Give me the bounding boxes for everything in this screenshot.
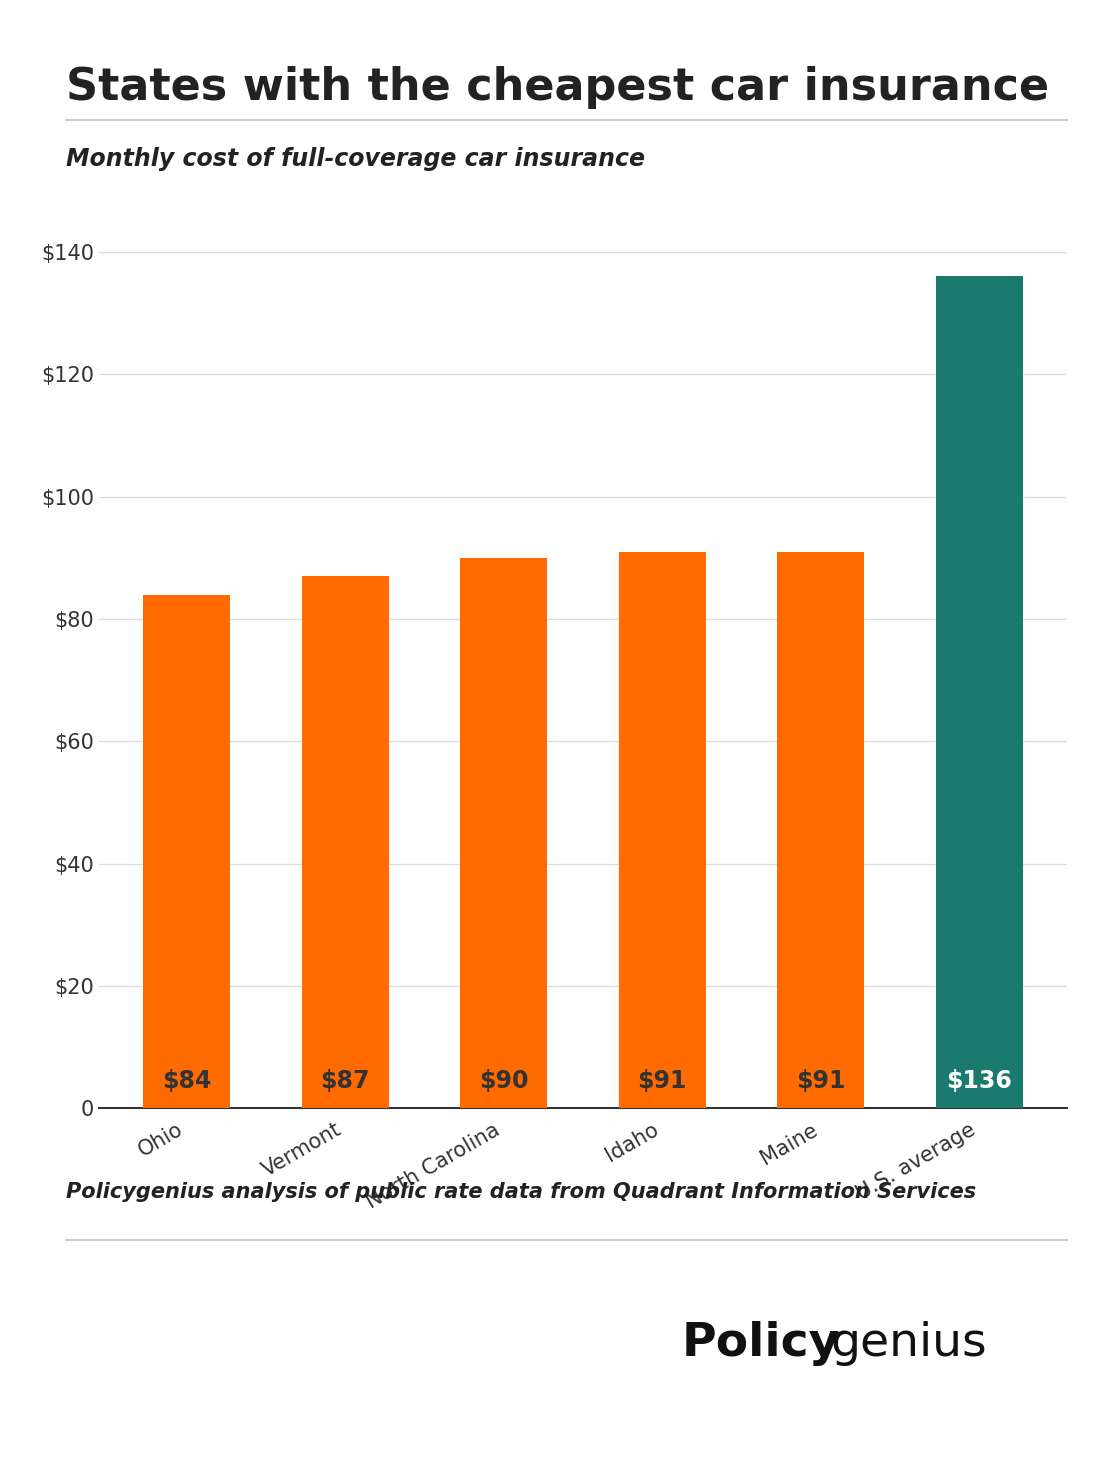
Text: Policygenius analysis of public rate data from Quadrant Information Services: Policygenius analysis of public rate dat… (66, 1182, 976, 1202)
Bar (618, 552, 706, 1108)
Text: genius: genius (830, 1321, 987, 1365)
Text: $90: $90 (478, 1069, 528, 1094)
Text: $91: $91 (796, 1069, 846, 1094)
Text: $91: $91 (638, 1069, 688, 1094)
Text: $84: $84 (162, 1069, 211, 1094)
Bar (936, 276, 1023, 1108)
Bar (778, 552, 865, 1108)
Text: States with the cheapest car insurance: States with the cheapest car insurance (66, 66, 1049, 109)
Text: $136: $136 (946, 1069, 1012, 1094)
Bar (301, 575, 388, 1108)
Text: $87: $87 (320, 1069, 370, 1094)
Bar (143, 595, 230, 1108)
Text: Policy: Policy (682, 1321, 840, 1365)
Text: Monthly cost of full-coverage car insurance: Monthly cost of full-coverage car insura… (66, 147, 645, 170)
Bar (460, 558, 548, 1108)
